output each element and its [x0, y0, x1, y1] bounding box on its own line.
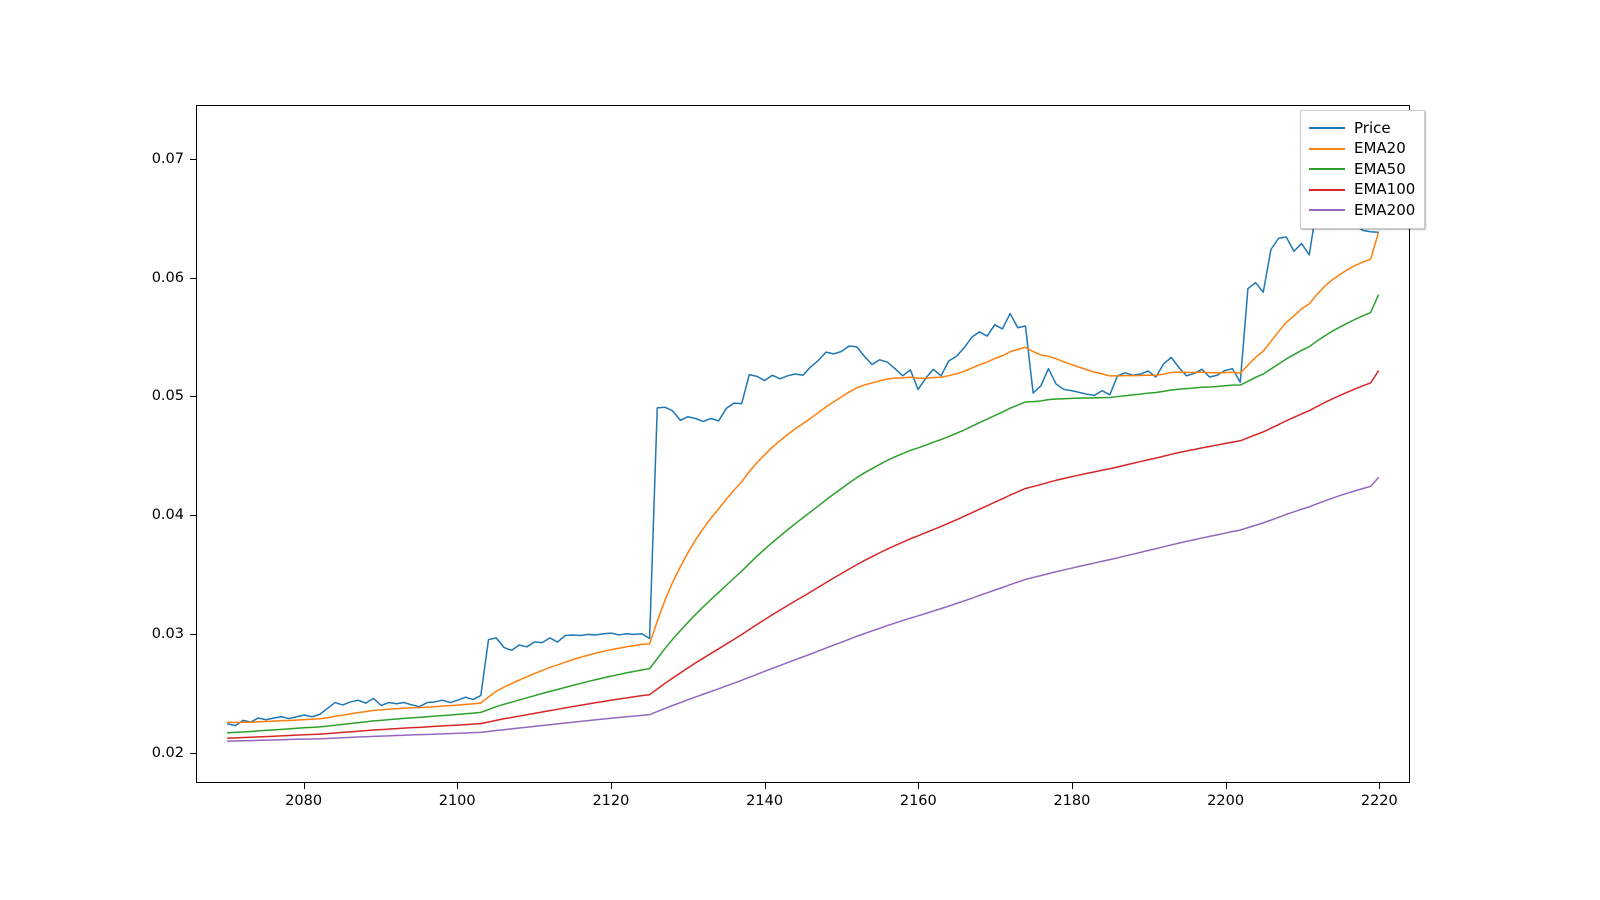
y-tick-mark: [190, 515, 196, 517]
x-tick-mark: [457, 783, 459, 789]
x-tick-label: 2180: [1053, 793, 1091, 809]
x-tick-label: 2100: [438, 793, 476, 809]
chart-legend: Price EMA20 EMA50 EMA100 EMA200: [1300, 110, 1426, 229]
x-tick-mark: [918, 783, 920, 789]
x-tick-label: 2080: [285, 793, 323, 809]
series-line-ema200: [228, 478, 1379, 741]
legend-label: EMA100: [1354, 180, 1416, 199]
legend-color-swatch: [1309, 168, 1345, 171]
series-line-price: [228, 206, 1379, 726]
legend-label: EMA20: [1354, 139, 1406, 158]
x-tick-label: 2220: [1360, 793, 1398, 809]
y-tick-label: 0.07: [151, 150, 184, 167]
legend-color-swatch: [1309, 209, 1345, 212]
legend-item-ema100[interactable]: EMA100: [1309, 180, 1415, 201]
legend-color-swatch: [1309, 127, 1345, 130]
legend-item-ema50[interactable]: EMA50: [1309, 159, 1415, 180]
series-line-ema20: [228, 233, 1379, 723]
x-tick-mark: [1379, 783, 1381, 789]
y-tick-mark: [190, 277, 196, 279]
y-tick-label: 0.04: [151, 507, 184, 524]
y-tick-mark: [190, 158, 196, 160]
y-tick-label: 0.05: [151, 388, 184, 405]
series-line-ema50: [228, 295, 1379, 733]
plot-area: [196, 105, 1410, 783]
x-tick-mark: [1225, 783, 1227, 789]
x-tick-label: 2160: [899, 793, 937, 809]
y-tick-label: 0.06: [151, 269, 184, 286]
legend-label: EMA50: [1354, 159, 1406, 178]
x-tick-mark: [1071, 783, 1073, 789]
series-line-ema100: [228, 371, 1379, 738]
chart-svg: [197, 106, 1409, 782]
x-tick-mark: [303, 783, 305, 789]
legend-color-swatch: [1309, 147, 1345, 150]
legend-item-ema20[interactable]: EMA20: [1309, 139, 1415, 160]
legend-item-price[interactable]: Price: [1309, 118, 1415, 139]
y-tick-label: 0.02: [151, 745, 184, 762]
y-tick-mark: [190, 396, 196, 398]
y-tick-label: 0.03: [151, 626, 184, 643]
legend-label: Price: [1354, 118, 1391, 137]
y-tick-mark: [190, 634, 196, 636]
legend-label: EMA200: [1354, 200, 1416, 219]
x-tick-mark: [610, 783, 612, 789]
y-tick-mark: [190, 753, 196, 755]
x-tick-label: 2120: [592, 793, 630, 809]
legend-color-swatch: [1309, 188, 1345, 191]
legend-item-ema200[interactable]: EMA200: [1309, 200, 1415, 221]
x-tick-label: 2140: [746, 793, 784, 809]
x-tick-label: 2200: [1207, 793, 1245, 809]
x-tick-mark: [764, 783, 766, 789]
